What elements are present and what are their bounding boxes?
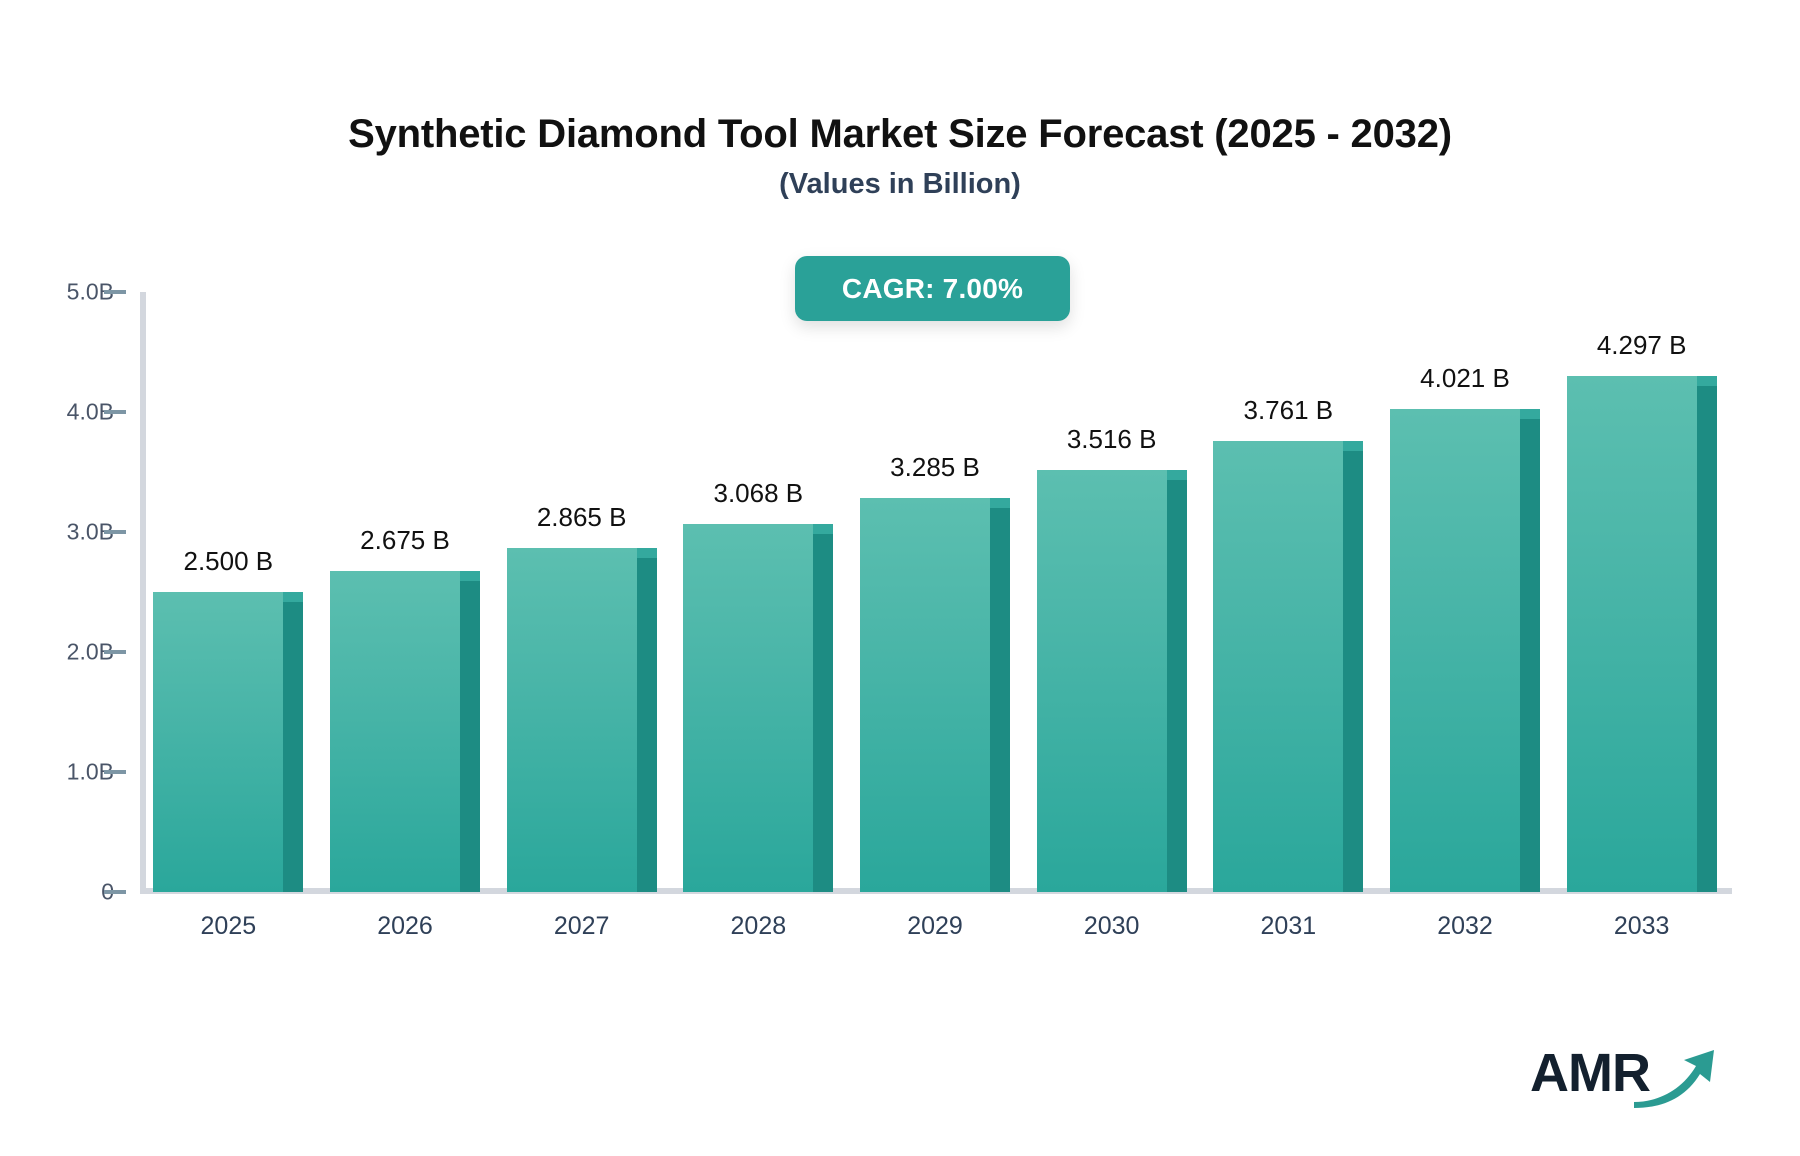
bar-top-bevel [1166, 470, 1187, 481]
y-tick-mark [104, 770, 126, 774]
bar-top-bevel [636, 548, 657, 559]
y-tick-mark [104, 650, 126, 654]
bar[interactable] [506, 548, 657, 892]
x-tick-label: 2030 [1083, 912, 1140, 940]
bar[interactable] [330, 571, 480, 892]
bar-side-shadow [1696, 386, 1717, 892]
bar[interactable] [153, 592, 304, 892]
y-tick-label: 3.0B [66, 518, 114, 545]
bar-top-bevel [1696, 376, 1717, 387]
bar-face [1213, 440, 1364, 892]
bar-face [1036, 470, 1187, 892]
bar-top-bevel [283, 592, 304, 602]
bar-face [330, 571, 480, 892]
bar[interactable] [1213, 440, 1364, 892]
bar[interactable] [860, 497, 1010, 892]
bar-value-label: 2.865 B [536, 502, 627, 533]
x-tick-label: 2032 [1437, 912, 1493, 940]
bar-top-bevel [990, 497, 1010, 508]
bar-side-shadow [460, 581, 480, 892]
x-tick-label: 2027 [553, 912, 610, 940]
bar-value-label: 3.516 B [1066, 424, 1157, 455]
bar-top-bevel [1343, 440, 1364, 451]
cagr-badge: CAGR: 7.00% [795, 256, 1070, 321]
x-tick-label: 2029 [907, 912, 963, 940]
bar-side-shadow [1520, 419, 1540, 892]
bar-side-shadow [283, 602, 304, 892]
bar-face [1390, 409, 1540, 892]
logo-text: AMR [1530, 1043, 1651, 1103]
bar-side-shadow [1166, 480, 1187, 892]
bar-top-bevel [1520, 409, 1540, 420]
amr-logo: AMR [1530, 1040, 1720, 1110]
bar-side-shadow [1343, 450, 1364, 892]
bar[interactable] [683, 523, 834, 892]
bar-value-label: 3.761 B [1243, 394, 1334, 425]
y-tick-label: 1.0B [66, 758, 114, 785]
x-tick-label: 2031 [1260, 912, 1317, 940]
bar-value-label: 4.297 B [1596, 330, 1687, 361]
bar-value-label: 4.021 B [1420, 363, 1510, 394]
plot-area [140, 292, 1730, 892]
bar-side-shadow [813, 533, 834, 892]
bar[interactable] [1390, 409, 1540, 892]
growth-arrow-icon [1630, 1044, 1720, 1113]
bar-top-bevel [460, 571, 480, 581]
bar[interactable] [1036, 470, 1187, 892]
bar-face [1566, 376, 1717, 892]
y-tick-label: 0 [28, 879, 114, 906]
chart-subtitle: (Values in Billion) [779, 168, 1021, 200]
bar[interactable] [1566, 376, 1717, 892]
y-tick-label: 5.0B [66, 278, 114, 305]
cagr-badge-label: CAGR: 7.00% [841, 272, 1024, 304]
x-tick-label: 2026 [377, 912, 433, 940]
bar-face [860, 497, 1010, 892]
bar-value-label: 3.285 B [890, 451, 980, 482]
x-tick-label: 2028 [730, 912, 787, 940]
bar-value-label: 3.068 B [713, 477, 804, 508]
y-axis-line [140, 292, 146, 892]
bar-face [506, 548, 657, 892]
y-tick-mark [104, 530, 126, 534]
bar-top-bevel [813, 523, 834, 534]
y-tick-label: 2.0B [66, 638, 114, 665]
y-tick-mark [104, 890, 126, 894]
bar-side-shadow [636, 558, 657, 892]
bar-face [683, 523, 834, 892]
bar-value-label: 2.500 B [183, 546, 274, 576]
bar-face [153, 592, 304, 892]
y-tick-mark [104, 290, 126, 294]
y-tick-label: 4.0B [66, 398, 114, 425]
x-tick-label: 2033 [1613, 912, 1670, 940]
bar-value-label: 2.675 B [360, 525, 450, 555]
page-title: Synthetic Diamond Tool Market Size Forec… [348, 112, 1452, 156]
bar-side-shadow [990, 507, 1010, 892]
x-tick-label: 2025 [200, 912, 257, 940]
y-tick-mark [104, 410, 126, 414]
